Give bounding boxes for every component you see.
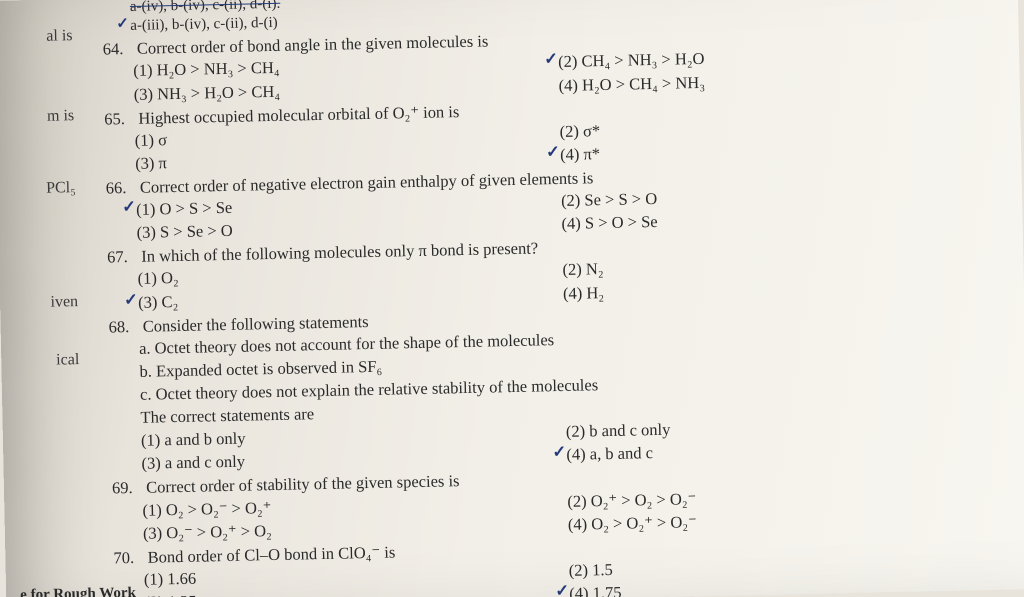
margin-text: PCl₅ bbox=[4, 179, 76, 199]
margin-text: al is bbox=[0, 27, 72, 47]
question-number: 67. bbox=[107, 246, 137, 268]
margin-text: ical bbox=[7, 351, 79, 371]
margin-text: m is bbox=[2, 107, 74, 127]
question-number: 64. bbox=[103, 38, 133, 60]
footer-text: e for Rough Work bbox=[20, 585, 136, 597]
questions-column: a-(iv), b-(iv), c-(ii), d-(i). a-(iii), … bbox=[102, 0, 995, 597]
question-number: 70. bbox=[113, 547, 143, 569]
question-number: 68. bbox=[108, 316, 138, 338]
question-number: 65. bbox=[104, 108, 134, 130]
left-margin-fragments: al is m is PCl₅ iven ical bbox=[0, 27, 80, 432]
margin-text: iven bbox=[6, 293, 78, 313]
question-text: Consider the following statements bbox=[143, 312, 369, 336]
question-number: 69. bbox=[112, 477, 142, 499]
exam-page: { "leftMargin": { "l1": "al is", "l2": "… bbox=[0, 0, 1024, 597]
